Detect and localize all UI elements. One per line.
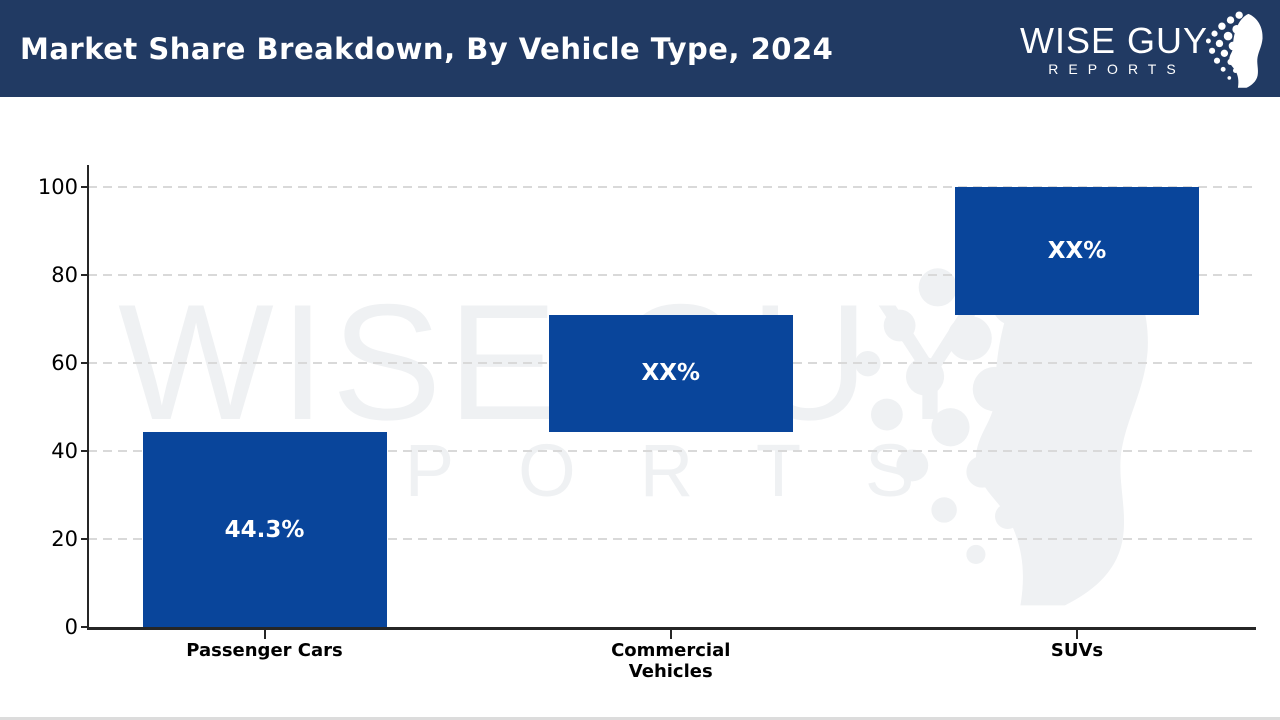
logo-wise-guy-label: WISE GUY: [1019, 19, 1208, 61]
footer-divider: [0, 717, 1280, 720]
logo-text: WISE GUY REPORTS: [1019, 19, 1208, 77]
y-axis-tickmark: [81, 362, 88, 364]
x-axis-line: [87, 627, 1256, 630]
bar-passenger-cars: 44.3%: [142, 432, 387, 627]
grid-line: [88, 450, 1256, 452]
x-axis-label-suvs: SUVs: [1050, 640, 1104, 661]
bar-commercial-vehicles: XX%: [548, 314, 793, 433]
page-title: Market Share Breakdown, By Vehicle Type,…: [20, 31, 834, 66]
bar-value-label: XX%: [1047, 237, 1107, 264]
y-axis-tickmark: [81, 274, 88, 276]
header-bar: Market Share Breakdown, By Vehicle Type,…: [0, 0, 1280, 97]
logo-reports-label: REPORTS: [1048, 60, 1186, 77]
bar-value-label: XX%: [641, 360, 700, 387]
y-tick-label: 80: [51, 263, 78, 287]
bar-value-label: 44.3%: [224, 516, 305, 543]
x-axis-label-passenger-cars: Passenger Cars: [186, 640, 343, 661]
y-tick-label: 20: [51, 527, 78, 551]
y-axis-tickmark: [81, 450, 88, 452]
x-axis-tickmark: [263, 630, 266, 639]
y-tick-label: 60: [51, 351, 78, 375]
y-tick-label: 100: [37, 175, 78, 199]
x-axis-label-commercial-vehicles: Commercial Vehicles: [611, 640, 731, 682]
y-axis-line: [87, 165, 89, 630]
grid-line: [88, 274, 1256, 276]
grid-line: [88, 538, 1256, 540]
x-axis-tickmark: [669, 630, 672, 639]
y-axis-tickmark: [81, 538, 88, 540]
logo-face-profile-icon: [1205, 11, 1263, 88]
y-axis-tickmark: [81, 626, 88, 628]
bar-suvs: XX%: [955, 187, 1199, 315]
grid-line: [88, 186, 1256, 188]
x-axis-tickmark: [1076, 630, 1078, 639]
y-axis-tickmark: [81, 186, 88, 188]
y-tick-label: 40: [51, 439, 78, 463]
y-tick-label: 0: [64, 615, 78, 639]
wise-guy-reports-logo: WISE GUY REPORTS: [1020, 8, 1264, 90]
